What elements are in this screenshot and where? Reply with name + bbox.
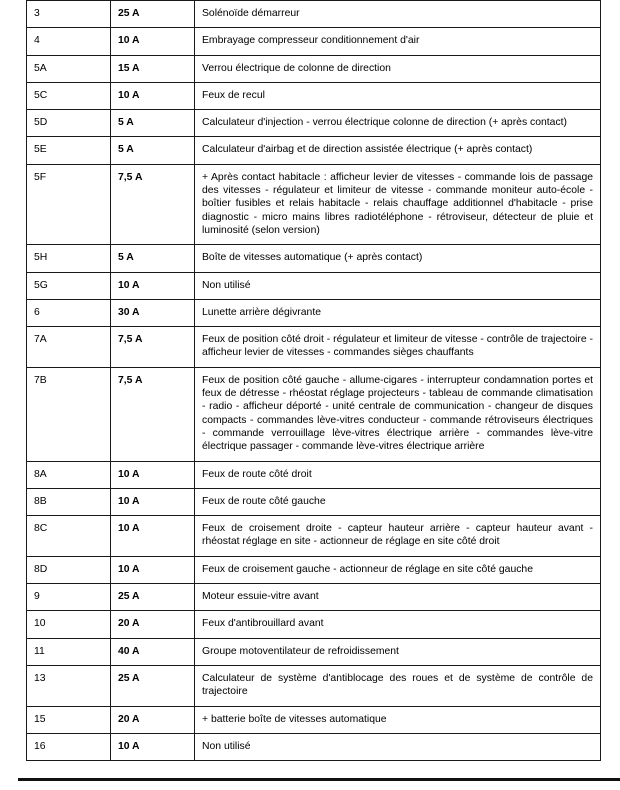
fuse-rating-cell: 10 A: [110, 460, 195, 489]
table-row: 5F 7,5 A + Après contact habitacle : affic…: [26, 163, 601, 246]
fuse-rating-cell: 5 A: [110, 109, 195, 138]
fuse-table-body: 3 25 A Solénoïde démarreur 4 10 A Embrayage c…: [26, 0, 601, 762]
fuse-description-cell: Feux de route côté gauche: [194, 487, 601, 517]
table-row: 8D 10 A Feux de croisement gauche - action…: [26, 555, 601, 585]
fuse-id-cell: 5D: [26, 109, 111, 138]
page-bottom-rule: [18, 778, 620, 781]
fuse-description-cell: Embrayage compresseur conditionnement d'…: [194, 27, 601, 56]
fuse-description-cell: Feux de position côté droit - régulateur…: [194, 326, 601, 368]
table-row: 7A 7,5 A Feux de position côté droit - rég…: [26, 326, 601, 368]
fuse-id-cell: 8A: [26, 460, 111, 489]
fuse-description-cell: Groupe motoventilateur de refroidissemen…: [194, 637, 601, 666]
fuse-id-cell: 6: [26, 298, 111, 328]
fuse-rating-cell: 10 A: [110, 81, 195, 111]
fuse-id-cell: 15: [26, 705, 111, 734]
table-row: 5D 5 A Calculateur d'injection - verrou él…: [26, 109, 601, 138]
fuse-id-cell: 10: [26, 610, 111, 639]
fuse-rating-cell: 40 A: [110, 637, 195, 666]
fuse-rating-cell: 20 A: [110, 705, 195, 734]
table-row: 11 40 A Groupe motoventilateur de refroidi…: [26, 637, 601, 666]
fuse-id-cell: 8B: [26, 487, 111, 517]
fuse-description-cell: Feux de recul: [194, 81, 601, 111]
fuse-description-cell: Feux de croisement droite - capteur haut…: [194, 515, 601, 557]
fuse-description-cell: Moteur essuie-vitre avant: [194, 583, 601, 612]
fuse-rating-cell: 5 A: [110, 136, 195, 165]
table-row: 3 25 A Solénoïde démarreur: [26, 0, 601, 29]
table-row: 13 25 A Calculateur de système d'antibloca…: [26, 664, 601, 707]
table-row: 8B 10 A Feux de route côté gauche: [26, 487, 601, 517]
fuse-rating-cell: 25 A: [110, 664, 195, 707]
fuse-rating-cell: 7,5 A: [110, 163, 195, 246]
fuse-description-cell: Feux de position côté gauche - allume-ci…: [194, 366, 601, 462]
table-row: 6 30 A Lunette arrière dégivrante: [26, 298, 601, 328]
fuse-rating-cell: 10 A: [110, 27, 195, 56]
fuse-description-cell: Feux de route côté droit: [194, 460, 601, 489]
table-row: 15 20 A + batterie boîte de vitesses autom…: [26, 705, 601, 734]
fuse-description-cell: Calculateur d'airbag et de direction ass…: [194, 136, 601, 165]
fuse-id-cell: 7B: [26, 366, 111, 462]
fuse-id-cell: 5G: [26, 271, 111, 300]
fuse-description-cell: Solénoïde démarreur: [194, 0, 601, 29]
table-row: 5H 5 A Boîte de vitesses automatique (+ ap…: [26, 244, 601, 273]
fuse-description-cell: + batterie boîte de vitesses automatique: [194, 705, 601, 734]
table-row: 8A 10 A Feux de route côté droit: [26, 460, 601, 489]
fuse-rating-cell: 10 A: [110, 555, 195, 585]
fuse-rating-cell: 10 A: [110, 487, 195, 517]
fuse-description-cell: Feux d'antibrouillard avant: [194, 610, 601, 639]
fuse-description-cell: Non utilisé: [194, 732, 601, 762]
fuse-description-cell: Feux de croisement gauche - actionneur d…: [194, 555, 601, 585]
table-row: 7B 7,5 A Feux de position côté gauche - al…: [26, 366, 601, 462]
fuse-rating-cell: 7,5 A: [110, 366, 195, 462]
table-row: 9 25 A Moteur essuie-vitre avant: [26, 583, 601, 612]
table-row: 10 20 A Feux d'antibrouillard avant: [26, 610, 601, 639]
fuse-id-cell: 16: [26, 732, 111, 762]
table-row: 5G 10 A Non utilisé: [26, 271, 601, 300]
fuse-assignment-table: 3 25 A Solénoïde démarreur 4 10 A Embrayage c…: [26, 0, 601, 762]
fuse-description-cell: Lunette arrière dégivrante: [194, 298, 601, 328]
fuse-rating-cell: 5 A: [110, 244, 195, 273]
fuse-rating-cell: 20 A: [110, 610, 195, 639]
fuse-description-cell: Calculateur de système d'antiblocage des…: [194, 664, 601, 707]
fuse-id-cell: 5A: [26, 54, 111, 83]
table-row: 4 10 A Embrayage compresseur conditionneme…: [26, 27, 601, 56]
fuse-description-cell: Non utilisé: [194, 271, 601, 300]
table-row: 5A 15 A Verrou électrique de colonne de di…: [26, 54, 601, 83]
table-row: 5E 5 A Calculateur d'airbag et de directio…: [26, 136, 601, 165]
fuse-description-cell: Calculateur d'injection - verrou électri…: [194, 109, 601, 138]
fuse-id-cell: 5F: [26, 163, 111, 246]
fuse-rating-cell: 10 A: [110, 732, 195, 762]
fuse-rating-cell: 10 A: [110, 515, 195, 557]
table-row: 16 10 A Non utilisé: [26, 732, 601, 762]
fuse-rating-cell: 25 A: [110, 583, 195, 612]
fuse-rating-cell: 7,5 A: [110, 326, 195, 368]
fuse-description-cell: Verrou électrique de colonne de directio…: [194, 54, 601, 83]
fuse-id-cell: 5H: [26, 244, 111, 273]
fuse-id-cell: 5E: [26, 136, 111, 165]
fuse-rating-cell: 25 A: [110, 0, 195, 29]
fuse-rating-cell: 15 A: [110, 54, 195, 83]
fuse-id-cell: 4: [26, 27, 111, 56]
fuse-id-cell: 8D: [26, 555, 111, 585]
table-row: 5C 10 A Feux de recul: [26, 81, 601, 111]
fuse-description-cell: + Après contact habitacle : afficheur le…: [194, 163, 601, 246]
fuse-id-cell: 9: [26, 583, 111, 612]
fuse-id-cell: 5C: [26, 81, 111, 111]
fuse-description-cell: Boîte de vitesses automatique (+ après c…: [194, 244, 601, 273]
table-row: 8C 10 A Feux de croisement droite - capteu…: [26, 515, 601, 557]
fuse-id-cell: 3: [26, 0, 111, 29]
fuse-id-cell: 7A: [26, 326, 111, 368]
fuse-rating-cell: 10 A: [110, 271, 195, 300]
fuse-table-container: 3 25 A Solénoïde démarreur 4 10 A Embrayage c…: [26, 0, 601, 762]
fuse-id-cell: 13: [26, 664, 111, 707]
fuse-rating-cell: 30 A: [110, 298, 195, 328]
fuse-id-cell: 11: [26, 637, 111, 666]
fuse-id-cell: 8C: [26, 515, 111, 557]
